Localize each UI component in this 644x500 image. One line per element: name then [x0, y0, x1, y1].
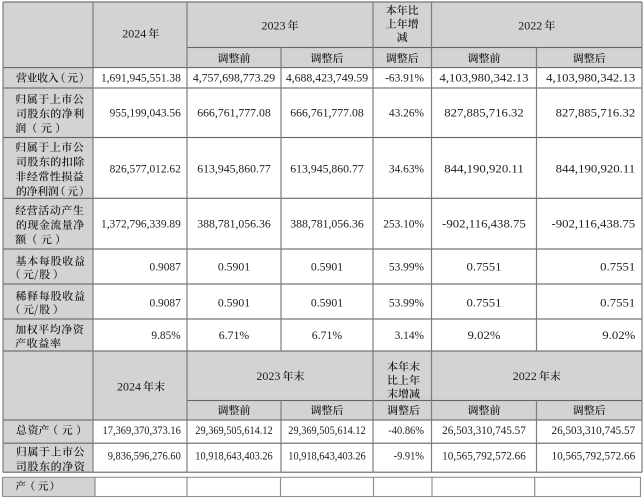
- svg-text:613,945,860.77: 613,945,860.77: [290, 162, 364, 176]
- svg-text:-902,116,438.75: -902,116,438.75: [442, 216, 526, 230]
- svg-text:0.5901: 0.5901: [311, 295, 343, 309]
- svg-text:9.02%: 9.02%: [468, 328, 501, 342]
- svg-text:53.99%: 53.99%: [389, 295, 424, 309]
- svg-text:0.5901: 0.5901: [218, 295, 250, 309]
- svg-text:827,885,716.32: 827,885,716.32: [556, 106, 636, 120]
- svg-text:9.85%: 9.85%: [151, 328, 180, 342]
- svg-text:4,757,698,773.29: 4,757,698,773.29: [193, 71, 275, 85]
- svg-text:0.7551: 0.7551: [600, 295, 635, 309]
- svg-text:10,918,643,403.26: 10,918,643,403.26: [195, 449, 272, 463]
- svg-text:-9.91%: -9.91%: [394, 449, 424, 463]
- svg-text:1,691,945,551.38: 1,691,945,551.38: [101, 71, 181, 85]
- svg-text:6.71%: 6.71%: [219, 328, 249, 342]
- svg-text:9,836,596,276.60: 9,836,596,276.60: [108, 449, 181, 463]
- svg-text:0.7551: 0.7551: [600, 259, 635, 273]
- svg-text:9.02%: 9.02%: [602, 328, 635, 342]
- svg-text:388,781,056.36: 388,781,056.36: [290, 216, 364, 230]
- svg-text:666,761,777.08: 666,761,777.08: [290, 106, 364, 120]
- svg-text:826,577,012.62: 826,577,012.62: [110, 162, 181, 176]
- svg-text:10,565,792,572.66: 10,565,792,572.66: [552, 449, 636, 463]
- svg-text:0.7551: 0.7551: [467, 295, 502, 309]
- svg-text:4,103,980,342.13: 4,103,980,342.13: [440, 71, 529, 85]
- svg-text:2022: 2022: [518, 19, 542, 33]
- svg-text:827,885,716.32: 827,885,716.32: [444, 106, 524, 120]
- svg-text:1,372,796,339.89: 1,372,796,339.89: [101, 216, 181, 230]
- svg-text:0.5901: 0.5901: [311, 259, 343, 273]
- svg-text:2022: 2022: [513, 369, 537, 383]
- svg-text:388,781,056.36: 388,781,056.36: [197, 216, 271, 230]
- svg-text:34.63%: 34.63%: [389, 162, 424, 176]
- svg-text:17,369,370,373.16: 17,369,370,373.16: [103, 423, 181, 437]
- svg-text:666,761,777.08: 666,761,777.08: [197, 106, 271, 120]
- svg-text:613,945,860.77: 613,945,860.77: [197, 162, 271, 176]
- svg-text:43.26%: 43.26%: [389, 106, 424, 120]
- svg-text:10,565,792,572.66: 10,565,792,572.66: [442, 449, 526, 463]
- svg-text:0.5901: 0.5901: [218, 259, 250, 273]
- svg-text:3.14%: 3.14%: [395, 328, 424, 342]
- svg-text:4,103,980,342.13: 4,103,980,342.13: [546, 71, 635, 85]
- svg-text:955,199,043.56: 955,199,043.56: [110, 106, 181, 120]
- svg-text:2024: 2024: [117, 380, 141, 394]
- svg-text:0.9087: 0.9087: [150, 295, 181, 309]
- svg-text:26,503,310,745.57: 26,503,310,745.57: [552, 423, 636, 437]
- svg-text:844,190,920.11: 844,190,920.11: [556, 162, 636, 176]
- svg-text:0.9087: 0.9087: [150, 259, 181, 273]
- svg-text:2023: 2023: [256, 369, 280, 383]
- svg-text:2024: 2024: [122, 27, 146, 41]
- svg-text:0.7551: 0.7551: [467, 259, 502, 273]
- svg-text:4,688,423,749.59: 4,688,423,749.59: [286, 71, 368, 85]
- svg-text:29,369,505,614.12: 29,369,505,614.12: [195, 423, 272, 437]
- svg-text:-63.91%: -63.91%: [385, 71, 424, 85]
- svg-text:6.71%: 6.71%: [312, 328, 342, 342]
- svg-text:26,503,310,745.57: 26,503,310,745.57: [442, 423, 526, 437]
- svg-text:29,369,505,614.12: 29,369,505,614.12: [288, 423, 365, 437]
- svg-text:-40.86%: -40.86%: [388, 423, 424, 437]
- svg-text:253.10%: 253.10%: [383, 216, 424, 230]
- svg-text:53.99%: 53.99%: [389, 259, 424, 273]
- svg-text:10,918,643,403.26: 10,918,643,403.26: [288, 449, 365, 463]
- svg-text:844,190,920.11: 844,190,920.11: [444, 162, 524, 176]
- svg-text:-902,116,438.75: -902,116,438.75: [552, 216, 636, 230]
- svg-text:2023: 2023: [262, 19, 286, 33]
